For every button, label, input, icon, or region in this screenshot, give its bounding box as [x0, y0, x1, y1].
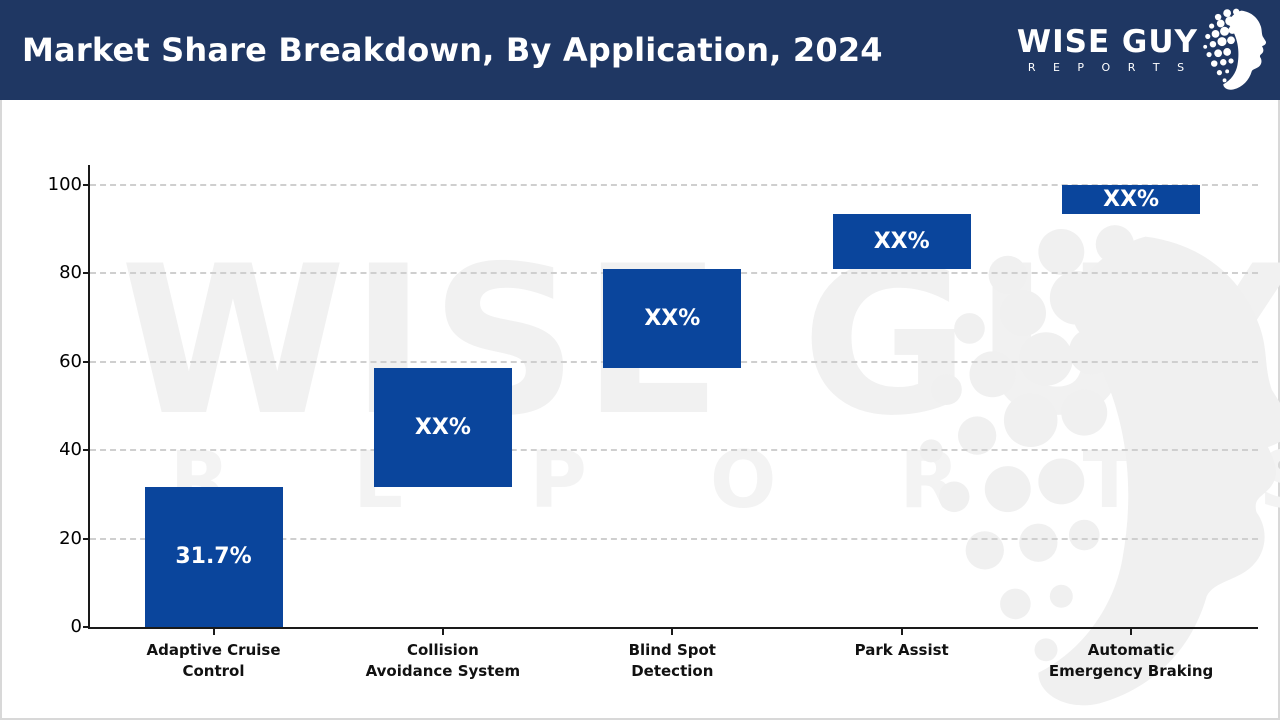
- watermark-subtitle: R E P O R T S: [170, 436, 1280, 526]
- category-label-line: Blind Spot: [628, 641, 716, 659]
- bar-value-label: 31.7%: [175, 544, 252, 570]
- logo-text: WISE GUY R E P O R T S: [1016, 23, 1198, 74]
- logo-subtitle: R E P O R T S: [1027, 60, 1192, 74]
- logo-wordmark: WISE GUY: [1016, 23, 1198, 60]
- head-profile-icon: [1203, 8, 1267, 90]
- x-tick: [1130, 629, 1133, 635]
- y-tick-label: 60: [59, 350, 82, 372]
- y-tick: [83, 184, 90, 186]
- category-label: Adaptive Cruise Control: [96, 640, 332, 682]
- y-tick: [83, 360, 90, 363]
- y-tick: [83, 449, 90, 452]
- bar: XX%: [603, 268, 742, 369]
- y-tick-label: 80: [59, 262, 82, 284]
- bar-value-label: XX%: [414, 415, 471, 441]
- x-tick: [441, 629, 444, 635]
- category-label-line: Avoidance System: [365, 662, 521, 680]
- category-label: Collision Avoidance System: [325, 640, 561, 682]
- category-label-line: Emergency Braking: [1048, 662, 1214, 680]
- y-tick-label: 40: [59, 439, 82, 461]
- category-label: Automatic Emergency Braking: [1013, 640, 1249, 682]
- watermark-head-icon: [919, 225, 1280, 706]
- bar: XX%: [373, 368, 512, 487]
- gridline: [90, 184, 1258, 186]
- category-label-line: Control: [182, 662, 245, 680]
- category-label: Blind Spot Detection: [554, 640, 790, 682]
- y-tick-label: 20: [59, 527, 82, 549]
- x-tick: [212, 629, 215, 635]
- bar: 31.7%: [144, 486, 283, 627]
- bar: XX%: [1062, 185, 1201, 214]
- bar-value-label: XX%: [644, 306, 701, 332]
- page-title: Market Share Breakdown, By Application, …: [22, 31, 883, 69]
- bar-value-label: XX%: [873, 228, 930, 254]
- gridline: [90, 537, 1258, 540]
- y-axis: [88, 165, 90, 629]
- y-tick-label: 100: [47, 174, 82, 195]
- category-label-line: Park Assist: [854, 641, 949, 659]
- y-tick: [83, 272, 90, 275]
- bar: XX%: [832, 213, 971, 269]
- bar-value-label: XX%: [1103, 186, 1160, 212]
- category-label: Park Assist: [784, 640, 1020, 661]
- gridline: [90, 449, 1258, 452]
- logo: WISE GUY R E P O R T S: [1017, 8, 1270, 92]
- header: Market Share Breakdown, By Application, …: [0, 0, 1280, 100]
- category-label-line: Detection: [631, 662, 714, 680]
- category-label-line: Adaptive Cruise: [146, 641, 281, 659]
- x-tick: [671, 629, 674, 635]
- category-label-line: Automatic: [1087, 641, 1175, 659]
- category-label-line: Collision: [406, 641, 479, 659]
- x-axis: [88, 627, 1258, 629]
- y-tick: [83, 626, 90, 628]
- y-tick: [83, 537, 90, 540]
- y-tick-label: 0: [70, 616, 82, 637]
- x-tick: [900, 629, 903, 635]
